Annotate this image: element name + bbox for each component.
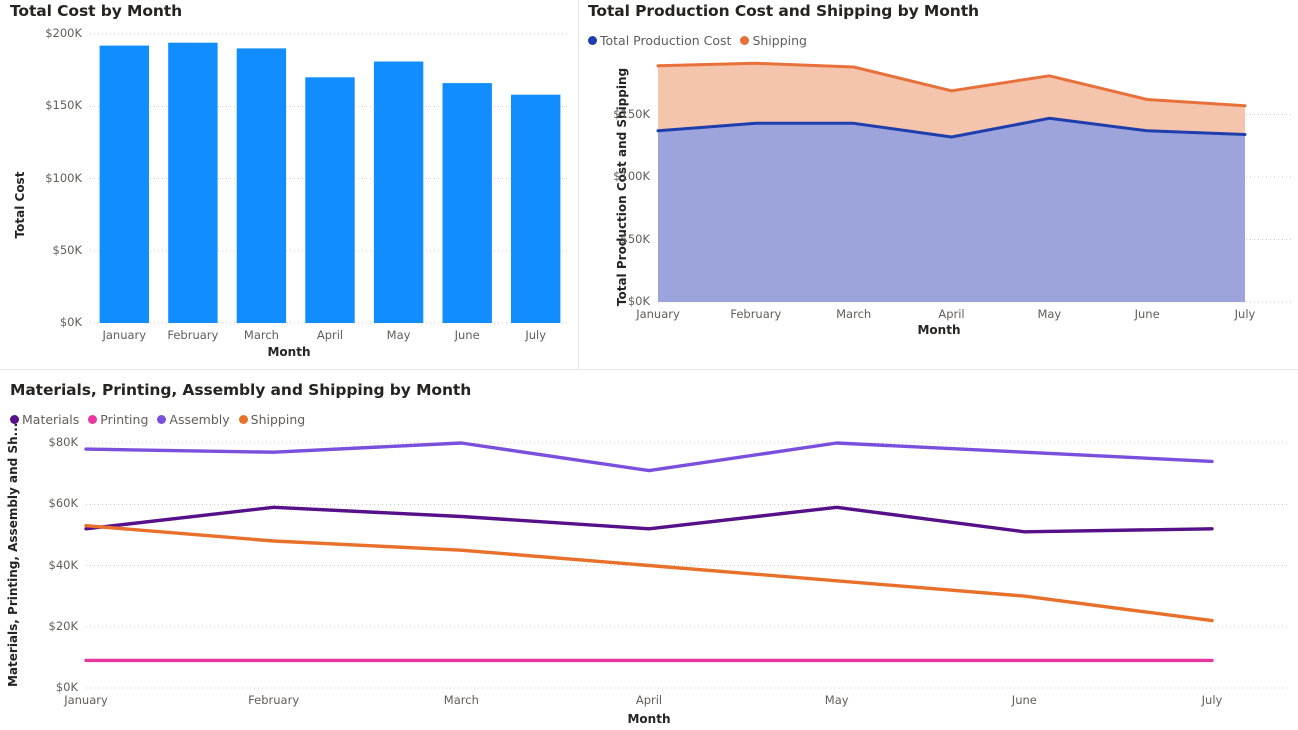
- x-tick-label-bar-5: June: [454, 328, 480, 342]
- line-series-materials[interactable]: [84, 505, 1214, 534]
- y-tick-label-area-2: $100K: [613, 169, 650, 183]
- legend-item-printing[interactable]: Printing: [88, 412, 148, 427]
- x-tick-label-area-0: January: [636, 307, 680, 321]
- legend-dot-shipping-area: [740, 36, 750, 45]
- x-tick-label-line-5: June: [1011, 693, 1037, 707]
- y-tick-label-line-1: $20K: [48, 618, 79, 633]
- x-axis-title-month-line: Month: [627, 712, 671, 726]
- area-band-total-production-cost[interactable]: [658, 118, 1245, 302]
- legend-label-materials: Materials: [22, 412, 80, 427]
- y-tick-label-line-0: $0K: [55, 680, 78, 694]
- line-series-assembly[interactable]: [84, 441, 1214, 473]
- chart-title-materials-printing: Materials, Printing, Assembly and Shippi…: [10, 381, 472, 399]
- x-tick-label-area-4: May: [1037, 307, 1062, 321]
- x-tick-label-bar-4: May: [386, 328, 411, 342]
- bar-chart-plot[interactable]: [0, 0, 578, 340]
- x-tick-label-area-6: July: [1234, 307, 1256, 321]
- legend-label-shipping-area: Shipping: [752, 33, 807, 48]
- x-axis-title-month-area: Month: [917, 323, 961, 337]
- legend-dot-shipping-line: [238, 415, 248, 424]
- x-tick-label-line-1: February: [248, 693, 300, 707]
- panel-production-cost-shipping[interactable]: Total Production Cost and Shipping by Mo…: [580, 0, 1298, 370]
- chart-title-production-shipping: Total Production Cost and Shipping by Mo…: [588, 2, 979, 20]
- legend-item-shipping-line[interactable]: Shipping: [238, 412, 306, 427]
- y-tick-label-area-0: $0K: [627, 294, 650, 308]
- legend-item-total-production-cost[interactable]: Total Production Cost: [588, 33, 731, 48]
- legend-dot-total-production-cost: [588, 36, 597, 45]
- bar-april[interactable]: [305, 77, 355, 323]
- legend-line-chart[interactable]: Materials Printing Assembly Shipping: [10, 412, 305, 427]
- x-tick-label-area-5: June: [1134, 307, 1160, 321]
- legend-dot-materials: [10, 415, 19, 424]
- legend-item-shipping-area[interactable]: Shipping: [740, 33, 807, 48]
- x-tick-label-area-2: March: [836, 307, 872, 321]
- legend-dot-assembly: [157, 415, 167, 424]
- legend-label-printing: Printing: [100, 412, 149, 427]
- legend-label-assembly: Assembly: [169, 412, 230, 427]
- x-tick-label-line-3: April: [635, 693, 663, 707]
- bar-june[interactable]: [442, 83, 492, 323]
- bar-may[interactable]: [373, 61, 424, 324]
- legend-area-chart[interactable]: Total Production Cost Shipping: [588, 33, 807, 48]
- bar-january[interactable]: [99, 45, 149, 323]
- legend-item-materials[interactable]: Materials: [10, 412, 79, 427]
- x-tick-label-line-0: January: [64, 693, 108, 707]
- x-tick-label-bar-1: February: [167, 328, 219, 342]
- area-line-shipping[interactable]: [656, 61, 1247, 108]
- panel-materials-printing-assembly-shipping[interactable]: Materials, Printing, Assembly and Shippi…: [0, 370, 1298, 730]
- y-tick-label-line-3: $60K: [48, 496, 79, 511]
- y-tick-label-bar-4: $200K: [45, 26, 82, 40]
- legend-item-assembly[interactable]: Assembly: [157, 412, 230, 427]
- x-tick-label-bar-3: April: [316, 328, 344, 342]
- panel-divider-vertical: [578, 0, 579, 370]
- x-tick-label-bar-0: January: [102, 328, 147, 342]
- panel-total-cost-by-month[interactable]: Total Cost by Month Total Cost Month $0K…: [0, 0, 578, 370]
- y-tick-label-bar-2: $100K: [45, 170, 82, 185]
- x-tick-label-area-1: February: [730, 307, 782, 321]
- bar-july[interactable]: [511, 94, 561, 323]
- bar-march[interactable]: [236, 48, 287, 324]
- x-tick-label-line-2: March: [443, 693, 479, 707]
- area-line-total-production-cost[interactable]: [656, 116, 1247, 139]
- line-chart-plot[interactable]: [0, 370, 1298, 710]
- y-tick-label-area-3: $150K: [613, 106, 650, 121]
- y-tick-label-bar-1: $50K: [52, 242, 83, 257]
- x-tick-label-line-4: May: [824, 693, 849, 707]
- area-band-shipping[interactable]: [658, 63, 1245, 137]
- x-tick-label-bar-6: July: [525, 328, 547, 342]
- panel-divider-horizontal: [0, 369, 1298, 370]
- y-tick-label-area-1: $50K: [620, 231, 651, 246]
- area-chart-plot[interactable]: [580, 0, 1298, 320]
- legend-label-total-production-cost: Total Production Cost: [600, 33, 732, 48]
- x-tick-label-bar-2: March: [243, 328, 279, 342]
- y-tick-label-line-2: $40K: [48, 557, 79, 572]
- x-tick-label-line-6: July: [1201, 693, 1223, 707]
- bar-february[interactable]: [168, 42, 218, 323]
- y-tick-label-bar-3: $150K: [45, 98, 82, 113]
- legend-label-shipping-line: Shipping: [250, 412, 306, 427]
- y-tick-label-line-4: $80K: [48, 435, 79, 449]
- line-series-shipping[interactable]: [84, 524, 1214, 623]
- legend-dot-printing: [88, 415, 98, 424]
- x-axis-title-month-bar: Month: [267, 345, 311, 359]
- chart-title-total-cost: Total Cost by Month: [10, 2, 183, 20]
- y-tick-label-bar-0: $0K: [59, 315, 82, 329]
- x-tick-label-area-3: April: [938, 307, 965, 321]
